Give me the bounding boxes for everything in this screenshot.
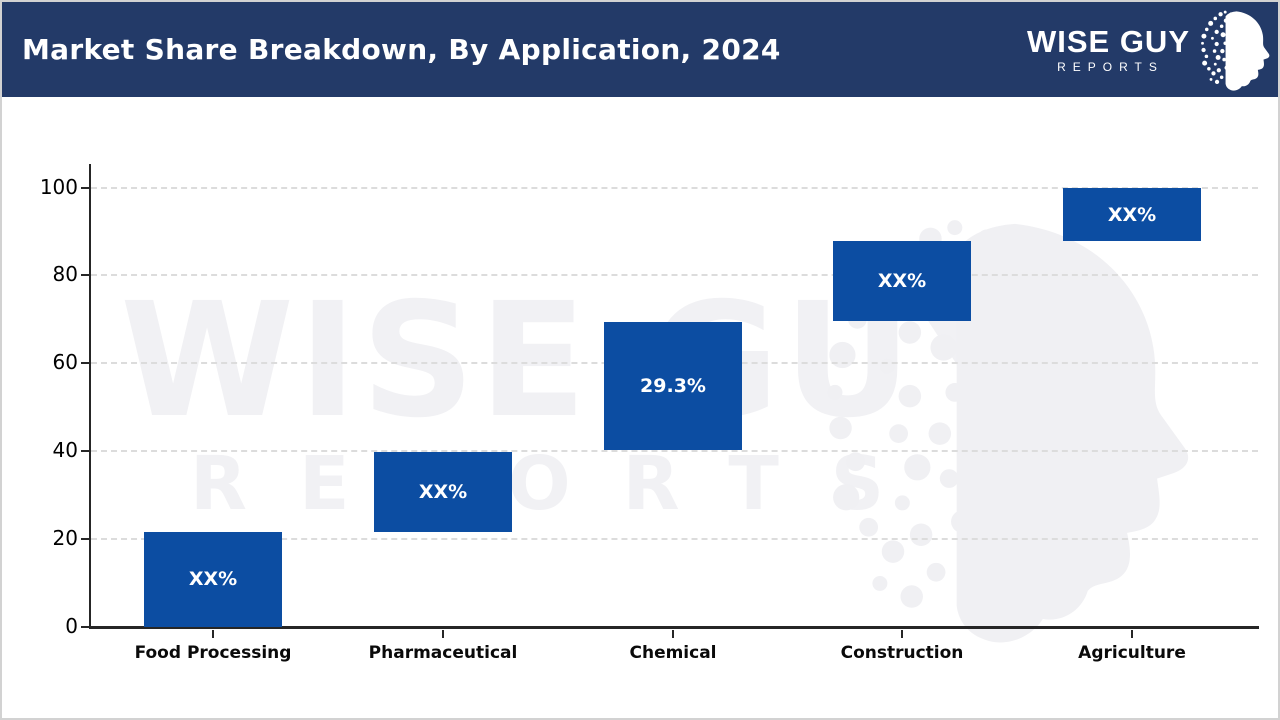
y-tick-label-0: 0 bbox=[65, 614, 78, 638]
header-bar: Market Share Breakdown, By Application, … bbox=[2, 2, 1278, 97]
y-tick-mark-20 bbox=[81, 538, 90, 541]
y-tick-mark-80 bbox=[81, 274, 90, 277]
gridline-y20 bbox=[91, 538, 1258, 541]
y-tick-label-20: 20 bbox=[52, 526, 78, 551]
x-category-label-2: Chemical bbox=[629, 643, 717, 663]
y-tick-label-80: 80 bbox=[52, 262, 78, 287]
x-category-label-3: Construction bbox=[840, 643, 964, 663]
x-category-label-0: Food Processing bbox=[134, 643, 292, 663]
bar-agriculture: XX% bbox=[1063, 187, 1201, 242]
x-tick-mark-1 bbox=[442, 630, 444, 638]
x-category-label-4: Agriculture bbox=[1078, 643, 1186, 663]
y-tick-mark-0 bbox=[81, 626, 90, 628]
y-tick-mark-40 bbox=[81, 450, 90, 453]
bar-pharmaceutical: XX% bbox=[374, 452, 512, 532]
bar-chemical: 29.3% bbox=[604, 321, 742, 451]
y-tick-label-40: 40 bbox=[52, 438, 78, 463]
bar-food-processing: XX% bbox=[144, 531, 282, 627]
y-axis-line bbox=[89, 164, 91, 629]
x-tick-mark-3 bbox=[901, 630, 903, 638]
x-tick-mark-0 bbox=[212, 630, 214, 638]
logo-subtitle: REPORTS bbox=[1057, 59, 1164, 74]
y-tick-label-60: 60 bbox=[52, 350, 78, 375]
x-tick-mark-2 bbox=[672, 630, 674, 638]
y-tick-label-100: 100 bbox=[39, 174, 78, 199]
gridline-y40 bbox=[91, 450, 1258, 453]
wiseguy-logo: WISE GUY REPORTS bbox=[1027, 9, 1272, 91]
gridline-y80 bbox=[91, 274, 1258, 277]
bar-value-label: XX% bbox=[188, 568, 238, 591]
y-tick-mark-60 bbox=[81, 362, 90, 365]
bar-value-label: 29.3% bbox=[640, 374, 706, 397]
wiseguy-face-icon bbox=[1201, 10, 1270, 91]
logo-wordmark: WISE GUY bbox=[1026, 23, 1190, 59]
page-title: Market Share Breakdown, By Application, … bbox=[22, 33, 781, 66]
bar-construction: XX% bbox=[833, 241, 971, 322]
bar-value-label: XX% bbox=[1107, 203, 1157, 226]
bar-value-label: XX% bbox=[877, 270, 927, 293]
x-category-label-1: Pharmaceutical bbox=[368, 643, 518, 663]
y-tick-mark-100 bbox=[81, 186, 90, 189]
gridline-y100 bbox=[91, 186, 1258, 189]
wiseguy-logo-text: WISE GUY REPORTS bbox=[1027, 26, 1190, 74]
x-axis-line bbox=[89, 626, 1259, 629]
bar-value-label: XX% bbox=[418, 480, 468, 503]
